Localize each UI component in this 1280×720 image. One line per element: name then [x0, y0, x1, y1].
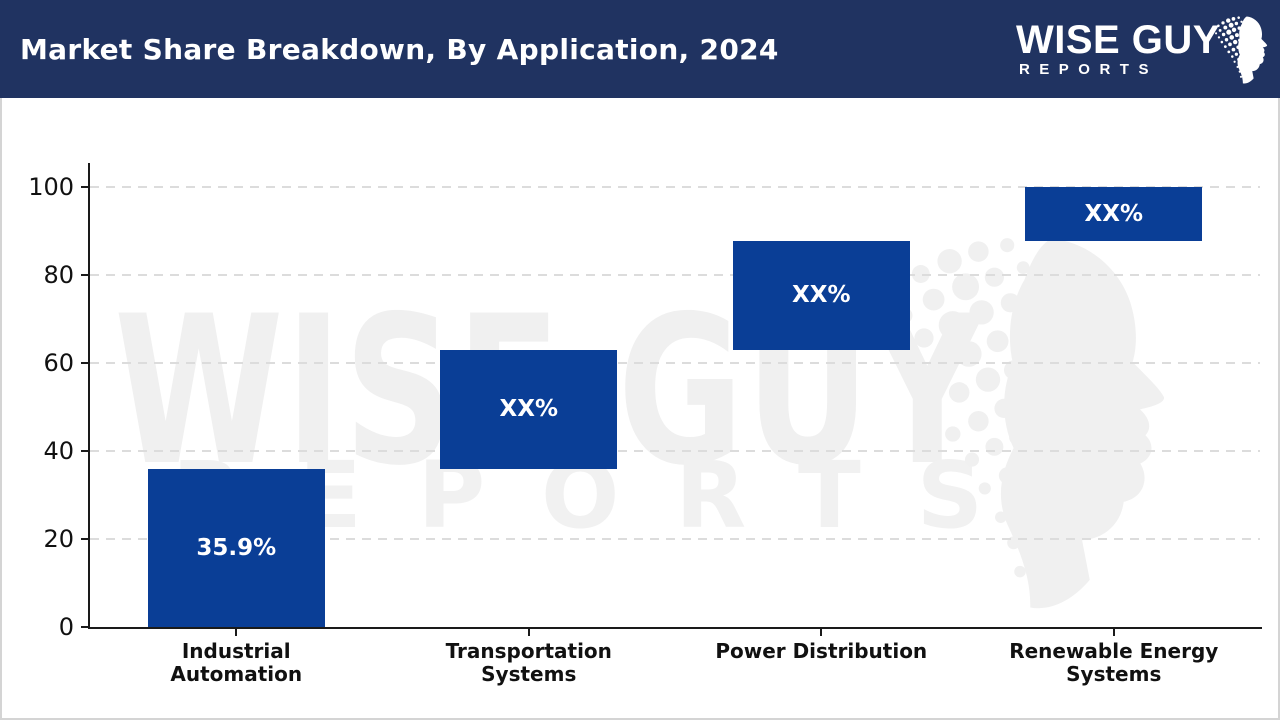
- y-axis-tick: [81, 186, 88, 188]
- bar-value-label-industrial-automation: 35.9%: [196, 535, 277, 561]
- x-axis-tick: [1112, 629, 1115, 636]
- x-category-label-transportation-systems: Transportation Systems: [445, 639, 612, 686]
- x-axis-tick: [820, 629, 823, 636]
- x-axis-tick: [527, 629, 530, 636]
- gridline-y100: [90, 186, 1260, 188]
- logo-word-reports: REPORTS: [1018, 61, 1158, 78]
- y-axis-tick: [81, 450, 88, 452]
- wiseguy-head-icon: [1212, 14, 1270, 84]
- bar-renewable-energy-systems: XX%: [1025, 187, 1203, 242]
- bar-transportation-systems: XX%: [440, 349, 618, 470]
- y-axis-tick: [81, 362, 88, 364]
- y-axis-tick-label: 40: [43, 437, 74, 465]
- wiseguy-logo: WISE GUY REPORTS: [1016, 14, 1270, 84]
- y-axis-line: [88, 163, 90, 629]
- x-category-label-industrial-automation: Industrial Automation: [170, 639, 303, 686]
- logo-text: WISE GUY REPORTS: [1016, 20, 1220, 78]
- y-axis-tick: [81, 538, 88, 540]
- chart-card: WISE GUY REPORTS 0 20 40 60 80 100 35.9% Indust…: [0, 98, 1280, 720]
- bar-value-label-transportation-systems: XX%: [499, 396, 558, 423]
- y-axis-tick: [81, 626, 88, 628]
- gridline-y40: [90, 450, 1260, 452]
- y-axis-tick-label: 100: [28, 173, 74, 201]
- x-category-label-renewable-energy-systems: Renewable Energy Systems: [1009, 639, 1219, 686]
- bar-industrial-automation: 35.9%: [147, 469, 325, 627]
- y-axis-tick: [81, 274, 88, 276]
- x-category-label-power-distribution: Power Distribution: [715, 639, 928, 663]
- y-axis-tick-label: 60: [43, 349, 74, 377]
- header-bar: Market Share Breakdown, By Application, …: [0, 0, 1280, 98]
- bar-power-distribution: XX%: [732, 241, 910, 350]
- logo-word-wise-guy: WISE GUY: [1015, 18, 1220, 62]
- y-axis-tick-label: 20: [43, 525, 74, 553]
- y-axis-tick-label: 80: [43, 261, 74, 289]
- x-axis-line: [88, 627, 1262, 629]
- bar-value-label-power-distribution: XX%: [791, 282, 851, 309]
- gridline-y60: [90, 362, 1260, 364]
- y-axis-tick-label: 0: [58, 613, 74, 641]
- x-axis-tick: [235, 629, 238, 636]
- gridline-y20: [90, 538, 1260, 540]
- page-title: Market Share Breakdown, By Application, …: [20, 32, 779, 66]
- gridline-y80: [90, 274, 1260, 276]
- bar-value-label-renewable-energy-systems: XX%: [1084, 201, 1143, 228]
